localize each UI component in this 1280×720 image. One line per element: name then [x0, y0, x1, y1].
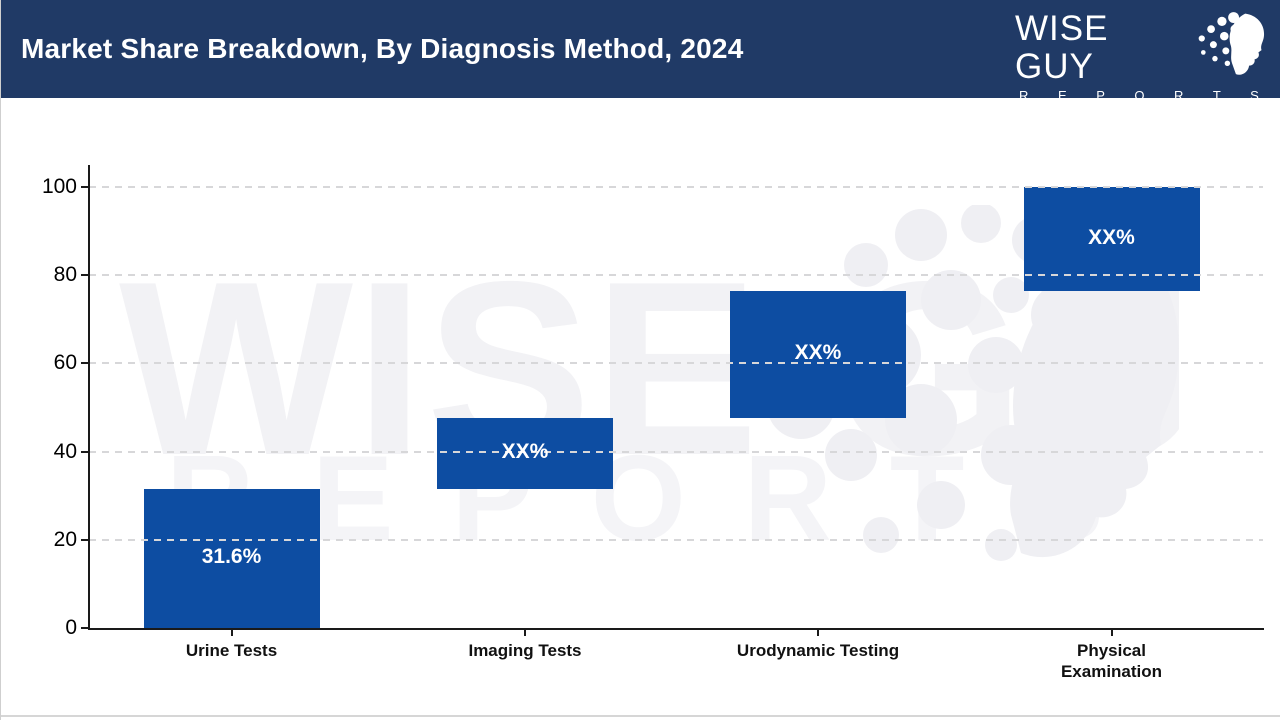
grid-line	[89, 362, 1263, 365]
y-axis-line	[88, 165, 90, 630]
x-axis-tick	[817, 628, 819, 636]
y-tick-label: 100	[41, 174, 77, 198]
x-category-label: Physical Examination	[1060, 641, 1163, 681]
page-title: Market Share Breakdown, By Diagnosis Met…	[21, 33, 744, 64]
y-axis-tick	[81, 450, 89, 453]
y-axis-tick	[81, 538, 89, 541]
logo-wiseguy-text: WISE GUY	[1015, 9, 1109, 86]
x-category-label: Urodynamic Testing	[736, 641, 900, 660]
bar-imaging-tests	[437, 417, 613, 489]
grid-line	[89, 274, 1263, 277]
y-tick-label: 80	[53, 263, 77, 287]
bottom-border	[1, 715, 1280, 717]
y-axis-tick	[81, 185, 89, 188]
bar-urodynamic-testing	[730, 290, 906, 418]
bar-physical-examination	[1023, 186, 1200, 291]
y-axis-tick	[81, 627, 89, 629]
x-category-label: Imaging Tests	[468, 641, 582, 660]
chart-plot-area: 0 20 40 60 80 100 31.6% Urine Tests XX% Imaging T…	[1, 98, 1280, 720]
x-axis-tick	[524, 628, 526, 636]
bar-urine-tests	[143, 488, 320, 628]
wise-guy-reports-logo: WISE GUY R E P O R T S	[1015, 9, 1265, 103]
logo-reports-text: R E P O R T S	[1019, 88, 1272, 103]
grid-line	[89, 538, 1263, 541]
logo-head-icon	[1198, 12, 1264, 75]
y-axis-tick	[81, 274, 89, 277]
x-axis-tick	[1110, 628, 1113, 636]
x-axis-tick	[230, 628, 233, 636]
title-bar: Market Share Breakdown, By Diagnosis Met…	[1, 0, 1280, 103]
y-tick-label: 40	[53, 439, 77, 463]
y-tick-label: 60	[53, 351, 77, 375]
bar-value-label: XX%	[794, 341, 842, 365]
grid-line	[89, 450, 1263, 453]
bar-value-label: 31.6%	[201, 545, 262, 569]
y-axis-tick	[81, 362, 89, 365]
bar-value-label: XX%	[1088, 225, 1135, 249]
bar-value-label: XX%	[501, 440, 549, 464]
x-category-label: Urine Tests	[185, 641, 278, 660]
y-tick-label: 20	[53, 527, 77, 551]
y-tick-label: 0	[65, 616, 77, 639]
x-axis-line	[88, 628, 1264, 630]
grid-line	[89, 185, 1263, 188]
